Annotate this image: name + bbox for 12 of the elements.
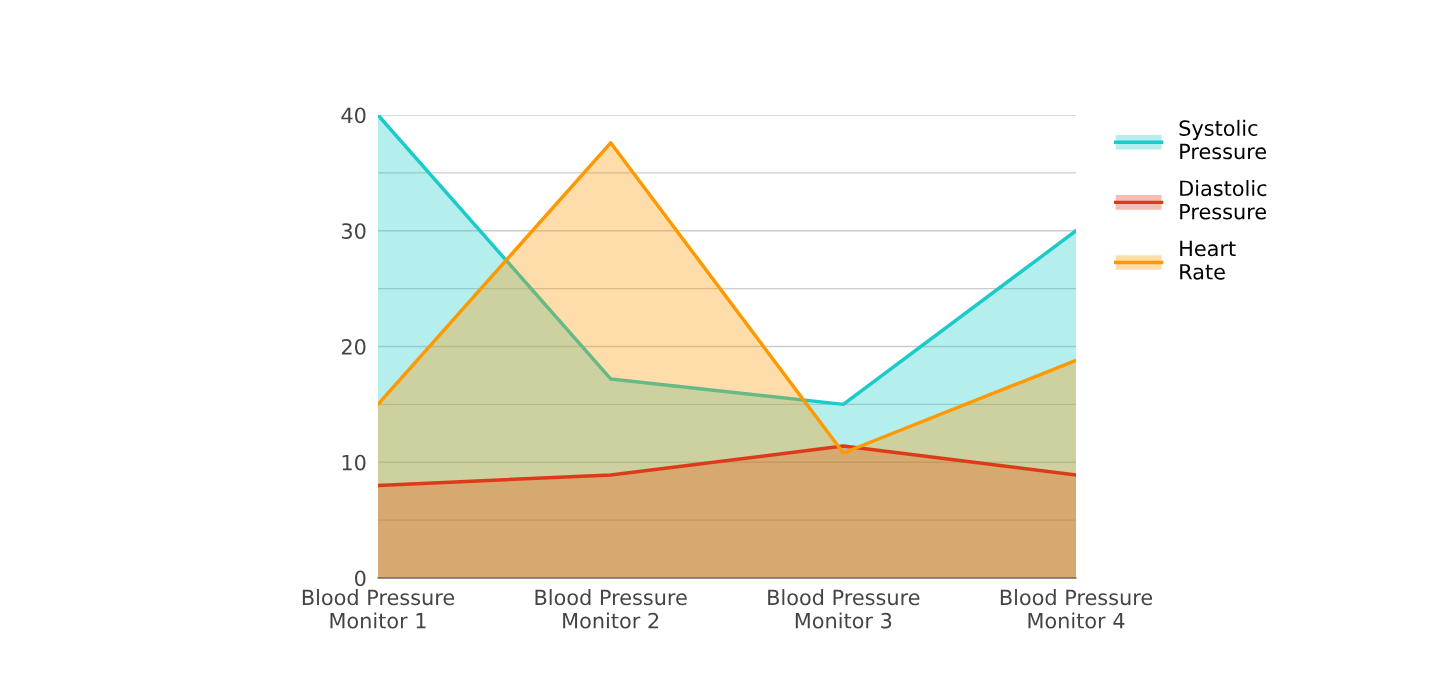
x-tick-label: Blood Pressure Monitor 2 <box>535 589 687 629</box>
y-tick-label: 20 <box>341 338 366 355</box>
legend-label: Heart Rate <box>1180 240 1236 280</box>
x-tick-label: Blood Pressure Monitor 1 <box>302 589 455 629</box>
legend-label: Systolic Pressure <box>1179 119 1267 160</box>
y-tick-label: 0 <box>355 570 366 587</box>
legend-label: Diastolic Pressure <box>1180 180 1267 220</box>
x-tick-label: Blood Pressure Monitor 4 <box>1000 589 1153 629</box>
x-tick-label: Blood Pressure Monitor 3 <box>768 589 920 629</box>
y-tick-label: 30 <box>341 223 366 239</box>
y-tick-label: 10 <box>342 454 366 471</box>
y-tick-label: 40 <box>341 107 366 124</box>
